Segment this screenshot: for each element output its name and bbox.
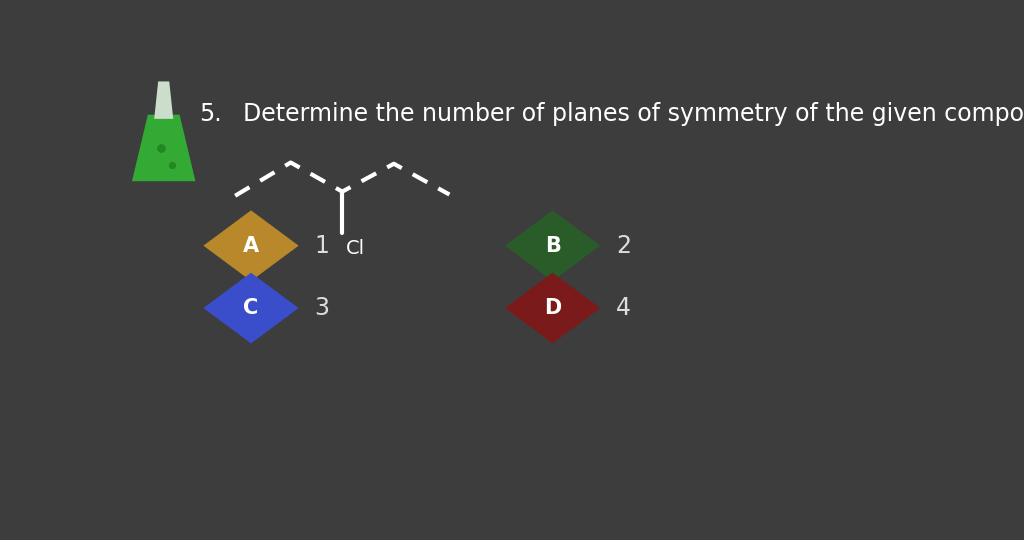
Text: Cl: Cl [346, 239, 366, 259]
Text: D: D [544, 298, 561, 318]
Text: 5.: 5. [200, 102, 222, 126]
Text: C: C [244, 298, 259, 318]
Text: B: B [545, 235, 560, 255]
Text: A: A [243, 235, 259, 255]
Text: 2: 2 [616, 234, 631, 258]
Text: Determine the number of planes of symmetry of the given compound.: Determine the number of planes of symmet… [243, 102, 1024, 126]
Polygon shape [204, 211, 299, 281]
Polygon shape [204, 273, 299, 343]
Polygon shape [155, 82, 173, 119]
Text: 3: 3 [314, 296, 330, 320]
Polygon shape [132, 114, 196, 181]
Text: 4: 4 [616, 296, 631, 320]
Text: 1: 1 [314, 234, 330, 258]
Polygon shape [505, 273, 600, 343]
Polygon shape [505, 211, 600, 281]
